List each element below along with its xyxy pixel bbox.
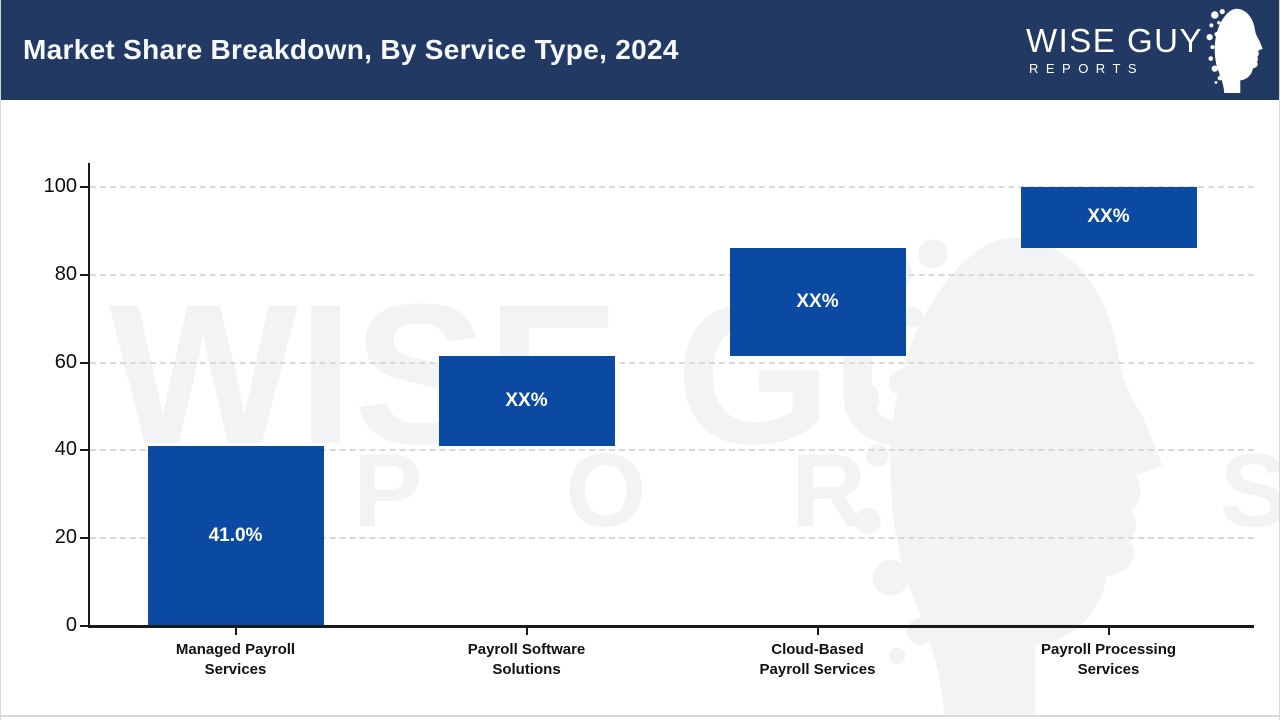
x-category-line1: Payroll Processing bbox=[1040, 641, 1177, 658]
y-tick bbox=[80, 449, 88, 452]
x-category-line2: Services bbox=[204, 661, 267, 678]
x-category-line2: Solutions bbox=[492, 661, 561, 678]
y-tick-label: 60 bbox=[54, 350, 77, 373]
y-tick-label: 100 bbox=[43, 175, 77, 197]
x-category-line1: Payroll Software bbox=[467, 641, 586, 658]
x-category-line1: Cloud-Based bbox=[771, 641, 864, 658]
page-title: Market Share Breakdown, By Service Type,… bbox=[23, 34, 679, 65]
gridline-100 bbox=[90, 186, 1254, 188]
chart-area: WISE GUY P O R T S 41.0%XX%XX%XX%0204060… bbox=[1, 100, 1279, 720]
y-tick bbox=[80, 361, 88, 364]
bar-segment: 41.0% bbox=[147, 446, 324, 626]
x-category-line1: Managed Payroll bbox=[175, 641, 296, 658]
gridline-60 bbox=[90, 361, 1254, 364]
logo-subtext: REPORTS bbox=[1028, 61, 1145, 76]
bar-segment: XX% bbox=[729, 247, 906, 356]
x-category-label: Payroll Processing Services bbox=[979, 640, 1239, 680]
x-category-line2: Services bbox=[1077, 661, 1140, 678]
bottom-divider bbox=[1, 715, 1279, 717]
face-dots-icon bbox=[1205, 7, 1267, 93]
bar-segment: XX% bbox=[1020, 187, 1197, 248]
y-tick-label: 80 bbox=[54, 262, 77, 285]
y-axis-line bbox=[88, 163, 90, 628]
y-tick bbox=[80, 625, 88, 627]
x-category-label: Cloud-Based Payroll Services bbox=[688, 640, 948, 680]
x-category-label: Managed Payroll Services bbox=[106, 640, 366, 680]
y-tick-label: 20 bbox=[54, 526, 77, 549]
bar-value-label: XX% bbox=[1087, 206, 1130, 228]
bar-segment: XX% bbox=[438, 356, 615, 446]
logo-wordmark: WISE GUY bbox=[1025, 22, 1203, 59]
y-tick-label: 40 bbox=[54, 438, 77, 461]
x-tick bbox=[816, 627, 819, 635]
x-axis-line bbox=[88, 625, 1254, 628]
bar-value-label: 41.0% bbox=[208, 524, 263, 546]
wise-guy-logo: WISE GUY REPORTS bbox=[1026, 7, 1267, 93]
x-category-line2: Payroll Services bbox=[759, 661, 876, 678]
x-tick bbox=[234, 627, 237, 635]
x-tick bbox=[1107, 627, 1110, 635]
gridline-80 bbox=[90, 273, 1254, 276]
x-tick bbox=[525, 627, 528, 635]
header: Market Share Breakdown, By Service Type,… bbox=[1, 0, 1279, 100]
x-category-label: Payroll Software Solutions bbox=[397, 640, 657, 680]
y-tick bbox=[80, 273, 88, 276]
bar-value-label: XX% bbox=[796, 290, 839, 312]
logo-text: WISE GUY REPORTS bbox=[1025, 22, 1203, 77]
gridline-40 bbox=[90, 449, 1254, 452]
y-tick bbox=[80, 186, 88, 188]
gridline-20 bbox=[90, 537, 1254, 540]
y-tick-label: 0 bbox=[65, 614, 77, 636]
bar-value-label: XX% bbox=[505, 389, 548, 411]
y-tick bbox=[80, 537, 88, 540]
